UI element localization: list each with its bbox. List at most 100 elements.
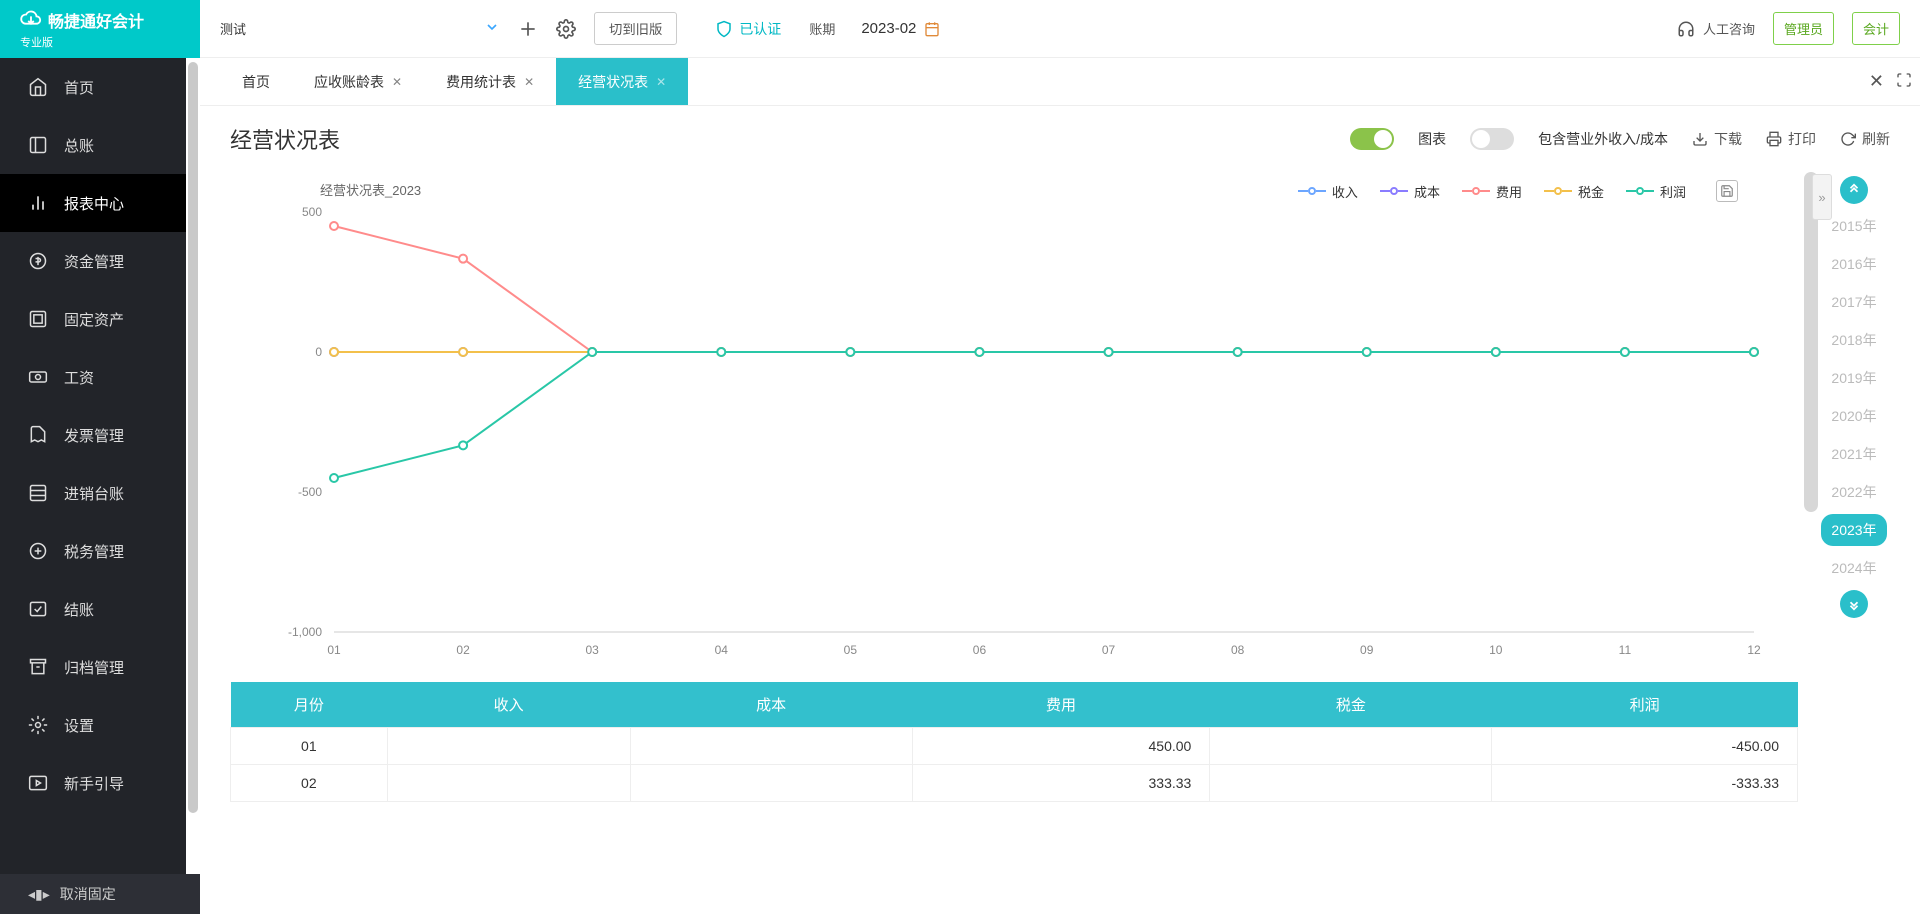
svg-text:09: 09 bbox=[1360, 643, 1374, 657]
sidebar-item-guide[interactable]: 新手引导 bbox=[0, 754, 200, 812]
tab[interactable]: 首页 bbox=[220, 58, 292, 105]
tab[interactable]: 经营状况表 ✕ bbox=[556, 58, 688, 105]
download-icon bbox=[1692, 131, 1708, 147]
year-item[interactable]: 2023年 bbox=[1821, 514, 1886, 546]
legend-item[interactable]: 成本 bbox=[1380, 182, 1440, 201]
sidebar-item-label: 总账 bbox=[64, 135, 94, 156]
tab-label: 应收账龄表 bbox=[314, 72, 384, 92]
download-button[interactable]: 下载 bbox=[1692, 129, 1742, 149]
fullscreen-icon[interactable] bbox=[1896, 72, 1912, 91]
year-scroll-up[interactable] bbox=[1840, 176, 1868, 204]
year-item[interactable]: 2020年 bbox=[1821, 400, 1886, 432]
sidebar-item-invoice[interactable]: 发票管理 bbox=[0, 406, 200, 464]
svg-text:08: 08 bbox=[1231, 643, 1245, 657]
brand-edition: 专业版 bbox=[20, 34, 200, 50]
sidebar-item-label: 工资 bbox=[64, 367, 94, 388]
svg-text:04: 04 bbox=[715, 643, 729, 657]
save-chart-icon[interactable] bbox=[1716, 180, 1738, 202]
close-icon[interactable]: ✕ bbox=[524, 75, 534, 89]
sidebar-item-label: 进销台账 bbox=[64, 483, 124, 504]
chart-legend: 收入 成本 费用 税金 利润 bbox=[1298, 180, 1738, 202]
year-item[interactable]: 2019年 bbox=[1821, 362, 1886, 394]
chart-container: 经营状况表_2023 收入成本费用税金利润 -1,000-50005000102… bbox=[230, 172, 1798, 672]
page-title: 经营状况表 bbox=[230, 123, 340, 155]
print-button[interactable]: 打印 bbox=[1766, 129, 1816, 149]
tab[interactable]: 费用统计表 ✕ bbox=[424, 58, 556, 105]
sidebar-scrollbar[interactable] bbox=[186, 58, 200, 874]
year-item[interactable]: 2022年 bbox=[1821, 476, 1886, 508]
sidebar-item-ledger[interactable]: 总账 bbox=[0, 116, 200, 174]
year-item[interactable]: 2016年 bbox=[1821, 248, 1886, 280]
verified-badge: 已认证 bbox=[715, 19, 781, 39]
svg-text:11: 11 bbox=[1619, 643, 1632, 657]
sidebar-item-tax[interactable]: 税务管理 bbox=[0, 522, 200, 580]
svg-text:0: 0 bbox=[315, 345, 322, 359]
svg-text:10: 10 bbox=[1489, 643, 1503, 657]
sidebar-item-label: 发票管理 bbox=[64, 425, 124, 446]
svg-text:07: 07 bbox=[1102, 643, 1116, 657]
tab-label: 首页 bbox=[242, 72, 270, 92]
ledger-icon bbox=[28, 135, 48, 155]
topbar: 测试 切到旧版 已认证 账期 2023-02 bbox=[200, 0, 1920, 58]
asset-icon bbox=[28, 309, 48, 329]
sidebar-item-label: 报表中心 bbox=[64, 193, 124, 214]
period-label: 账期 bbox=[809, 19, 835, 38]
account-dropdown[interactable]: 测试 bbox=[220, 19, 500, 38]
svg-text:-1,000: -1,000 bbox=[288, 625, 322, 639]
sidebar-item-salary[interactable]: 工资 bbox=[0, 348, 200, 406]
tab-label: 费用统计表 bbox=[446, 72, 516, 92]
gear-icon[interactable] bbox=[556, 19, 576, 39]
tax-icon bbox=[28, 541, 48, 561]
role-admin-button[interactable]: 管理员 bbox=[1773, 12, 1834, 45]
sidebar-item-label: 新手引导 bbox=[64, 773, 124, 794]
sidebar-item-archive[interactable]: 归档管理 bbox=[0, 638, 200, 696]
role-accountant-button[interactable]: 会计 bbox=[1852, 12, 1900, 45]
main: 测试 切到旧版 已认证 账期 2023-02 bbox=[200, 0, 1920, 914]
sidebar-item-home[interactable]: 首页 bbox=[0, 58, 200, 116]
sidebar-item-settings[interactable]: 设置 bbox=[0, 696, 200, 754]
legend-item[interactable]: 收入 bbox=[1298, 182, 1358, 201]
legend-item[interactable]: 利润 bbox=[1626, 182, 1686, 201]
invoice-icon bbox=[28, 425, 48, 445]
year-scroll-down[interactable] bbox=[1840, 590, 1868, 618]
toggle-chart[interactable] bbox=[1350, 128, 1394, 150]
toggle-extra-label: 包含营业外收入/成本 bbox=[1538, 129, 1668, 149]
sidebar-item-close[interactable]: 结账 bbox=[0, 580, 200, 638]
svg-text:02: 02 bbox=[456, 643, 470, 657]
guide-icon bbox=[28, 773, 48, 793]
sidebar-item-label: 资金管理 bbox=[64, 251, 124, 272]
content-scrollbar[interactable] bbox=[1804, 172, 1818, 592]
pin-icon: ◂▮▸ bbox=[28, 886, 50, 903]
switch-old-version-button[interactable]: 切到旧版 bbox=[594, 12, 677, 45]
add-icon[interactable] bbox=[518, 19, 538, 39]
close-icon[interactable]: ✕ bbox=[392, 75, 402, 89]
sidebar-item-report[interactable]: 报表中心 bbox=[0, 174, 200, 232]
tab[interactable]: 应收账龄表 ✕ bbox=[292, 58, 424, 105]
sidebar-item-asset[interactable]: 固定资产 bbox=[0, 290, 200, 348]
period-picker[interactable]: 2023-02 bbox=[861, 20, 940, 37]
legend-item[interactable]: 费用 bbox=[1462, 182, 1522, 201]
close-icon[interactable]: ✕ bbox=[656, 75, 666, 89]
tab-label: 经营状况表 bbox=[578, 72, 648, 92]
toggle-extra-income[interactable] bbox=[1470, 128, 1514, 150]
sidebar: 畅捷通好会计 专业版 首页总账报表中心资金管理固定资产工资发票管理进销台账税务管… bbox=[0, 0, 200, 914]
legend-item[interactable]: 税金 bbox=[1544, 182, 1604, 201]
close-icon bbox=[28, 599, 48, 619]
year-item[interactable]: 2017年 bbox=[1821, 286, 1886, 318]
brand-name: 畅捷通好会计 bbox=[48, 8, 144, 32]
table-row: 01450.00-450.00 bbox=[231, 728, 1798, 765]
year-item[interactable]: 2018年 bbox=[1821, 324, 1886, 356]
svg-text:03: 03 bbox=[586, 643, 600, 657]
sidebar-pin-label: 取消固定 bbox=[60, 884, 116, 904]
table-header: 成本 bbox=[630, 682, 912, 728]
year-item[interactable]: 2024年 bbox=[1821, 552, 1886, 584]
svg-text:-500: -500 bbox=[298, 485, 322, 499]
refresh-button[interactable]: 刷新 bbox=[1840, 129, 1890, 149]
close-tab-icon[interactable]: ✕ bbox=[1869, 71, 1884, 92]
sidebar-item-stock[interactable]: 进销台账 bbox=[0, 464, 200, 522]
consult-link[interactable]: 人工咨询 bbox=[1677, 19, 1755, 38]
collapse-rail-icon[interactable]: » bbox=[1812, 174, 1832, 220]
sidebar-item-fund[interactable]: 资金管理 bbox=[0, 232, 200, 290]
year-item[interactable]: 2021年 bbox=[1821, 438, 1886, 470]
sidebar-pin-toggle[interactable]: ◂▮▸ 取消固定 bbox=[0, 874, 200, 914]
